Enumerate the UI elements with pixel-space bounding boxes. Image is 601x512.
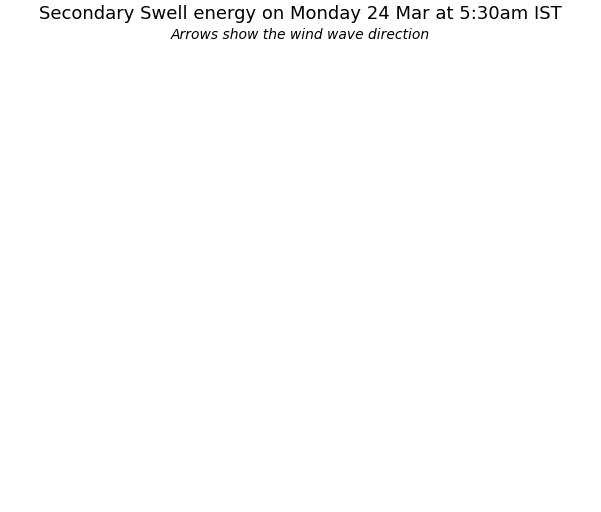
Text: Secondary Swell energy on Monday 24 Mar at 5:30am IST: Secondary Swell energy on Monday 24 Mar …: [39, 6, 562, 24]
Text: Arrows show the wind wave direction: Arrows show the wind wave direction: [171, 28, 430, 42]
